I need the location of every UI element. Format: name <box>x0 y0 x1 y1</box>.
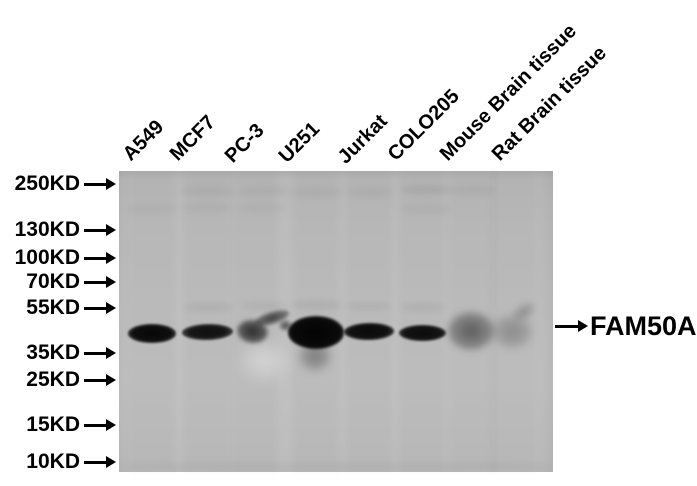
background-smear <box>401 185 453 195</box>
marker-25kd: 25KD <box>0 367 116 393</box>
marker-label-10kd: 10KD <box>26 450 80 473</box>
lane-streak <box>346 171 392 472</box>
annotation-label: FAM50A <box>590 310 697 341</box>
marker-arrow-icon <box>84 228 106 232</box>
band-a549 <box>128 324 176 343</box>
marker-label-250kd: 250KD <box>14 172 80 195</box>
background-smear <box>291 188 343 197</box>
background-smear <box>127 205 177 213</box>
background-smear <box>183 304 233 311</box>
marker-arrow-icon <box>84 280 106 284</box>
lane-label-jurkat: Jurkat <box>333 110 392 169</box>
background-smear <box>346 303 392 310</box>
background-smear <box>400 304 446 311</box>
lane-label-a549: A549 <box>118 115 169 166</box>
marker-label-35kd: 35KD <box>26 341 80 364</box>
marker-arrow-icon <box>84 423 106 427</box>
band-halo-pc3 <box>235 337 293 385</box>
background-smear <box>182 187 234 196</box>
marker-label-55kd: 55KD <box>26 296 80 319</box>
band-pc3-dot <box>279 320 292 331</box>
target-protein-annotation: FAM50A <box>555 310 697 342</box>
marker-70kd: 70KD <box>0 269 116 295</box>
lane-label-u251: U251 <box>274 117 325 168</box>
marker-arrow-icon <box>84 306 106 310</box>
background-smear <box>291 301 343 309</box>
band-u251 <box>288 316 344 349</box>
marker-100kd: 100KD <box>0 245 116 271</box>
marker-label-15kd: 15KD <box>26 413 80 436</box>
annotation-arrow-icon <box>555 324 578 328</box>
marker-250kd: 250KD <box>0 171 116 197</box>
marker-label-130kd: 130KD <box>14 218 80 241</box>
lane-label-pc3: PC-3 <box>220 119 269 168</box>
marker-130kd: 130KD <box>0 217 116 243</box>
background-smear <box>182 204 232 212</box>
band-mouse-brain <box>448 312 494 350</box>
background-smear <box>239 187 289 196</box>
membrane <box>119 171 553 472</box>
marker-55kd: 55KD <box>0 295 116 321</box>
marker-label-100kd: 100KD <box>14 246 80 269</box>
band-rat-brain <box>492 315 532 348</box>
marker-10kd: 10KD <box>0 449 116 475</box>
marker-arrow-icon <box>84 256 106 260</box>
background-smear <box>401 205 451 213</box>
marker-arrow-icon <box>84 182 106 186</box>
marker-arrow-icon <box>84 351 106 355</box>
background-smear <box>240 302 288 309</box>
background-smear <box>119 464 553 469</box>
lane-streak <box>129 171 175 472</box>
lane-streak <box>399 171 445 472</box>
band-colo205 <box>399 325 446 341</box>
marker-arrow-icon <box>84 460 106 464</box>
background-smear <box>347 188 393 197</box>
marker-arrow-icon <box>84 378 106 382</box>
marker-15kd: 15KD <box>0 412 116 438</box>
lane-streak <box>184 171 230 472</box>
background-smear <box>452 186 496 195</box>
lane-label-mcf7: MCF7 <box>165 111 220 166</box>
marker-35kd: 35KD <box>0 340 116 366</box>
background-smear <box>239 204 285 212</box>
marker-label-70kd: 70KD <box>26 270 80 293</box>
marker-label-25kd: 25KD <box>26 368 80 391</box>
